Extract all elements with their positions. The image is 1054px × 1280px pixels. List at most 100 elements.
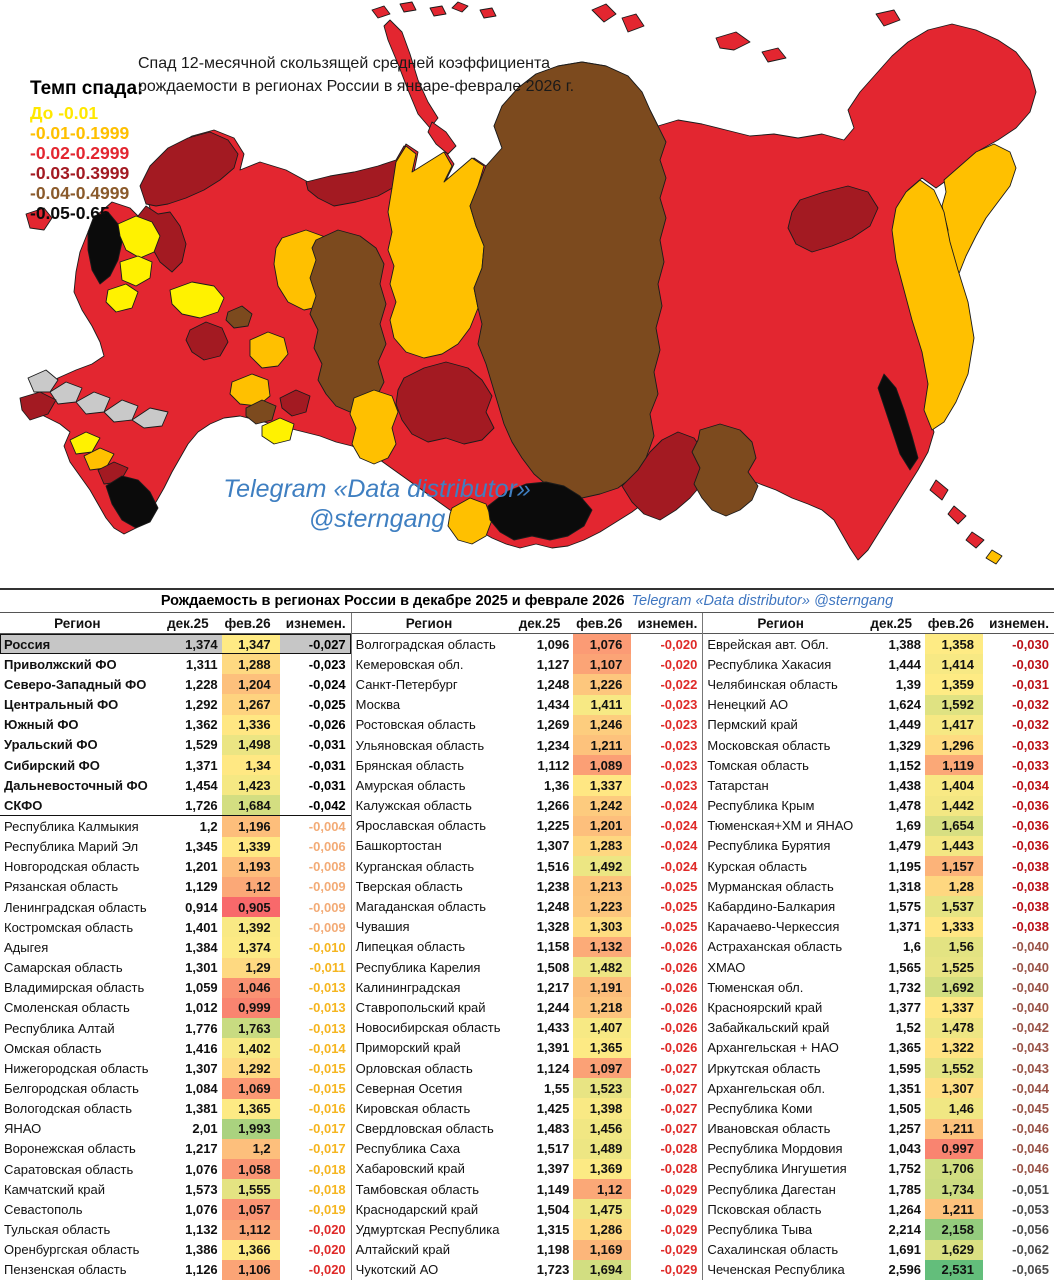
feb26-value-cell: 1,417 bbox=[925, 714, 984, 735]
table-row: Ставропольский край 1,244 1,218 -0,026 bbox=[352, 997, 703, 1018]
map-region-shape bbox=[279, 389, 311, 417]
feb26-value-cell: 1,46 bbox=[925, 1098, 984, 1119]
dec25-value-cell: 1,36 bbox=[544, 777, 570, 793]
feb26-value-cell: 1,443 bbox=[925, 835, 984, 857]
change-value-cell: -0,040 bbox=[1012, 999, 1050, 1015]
region-name-cell: Брянская область bbox=[355, 757, 464, 773]
map-region-shape bbox=[349, 389, 399, 465]
table-row: Ненецкий АО 1,624 1,592 -0,032 bbox=[703, 694, 1054, 715]
region-name-cell: Нижегородская область bbox=[4, 1060, 149, 1076]
region-name-cell: Ленинградская область bbox=[4, 899, 147, 915]
change-value-cell: -0,056 bbox=[1012, 1222, 1050, 1238]
feb26-value-cell: 1,069 bbox=[221, 1078, 280, 1099]
table-row: Ленинградская область 0,914 0,905 -0,009 bbox=[0, 897, 351, 918]
legend-item: -0.03-0.3999 bbox=[30, 163, 130, 183]
table-row: Астраханская область 1,6 1,56 -0,040 bbox=[703, 936, 1054, 957]
change-value-cell: -0,031 bbox=[308, 777, 346, 793]
feb26-value-cell: 1,56 bbox=[925, 936, 984, 957]
dec25-value-cell: 1,691 bbox=[888, 1242, 922, 1258]
table-row: Алтайский край 1,198 1,169 -0,029 bbox=[352, 1239, 703, 1260]
feb26-value-cell: 1,303 bbox=[573, 916, 632, 937]
change-value-cell: -0,020 bbox=[308, 1242, 346, 1258]
change-value-cell: -0,046 bbox=[1012, 1121, 1050, 1137]
feb26-value-cell: 1,157 bbox=[925, 856, 984, 877]
dec25-value-cell: 1,217 bbox=[185, 1141, 218, 1157]
dec25-value-cell: 1,238 bbox=[536, 878, 570, 894]
dec25-value-cell: 2,214 bbox=[888, 1222, 922, 1238]
dec25-value-cell: 1,084 bbox=[185, 1081, 218, 1097]
region-name-cell: Орловская область bbox=[355, 1060, 473, 1076]
region-name-cell: Архангельская обл. bbox=[707, 1080, 826, 1096]
dec25-value-cell: 1,329 bbox=[888, 737, 922, 753]
change-value-cell: -0,014 bbox=[308, 1040, 346, 1056]
table-row: Приволжский ФО 1,311 1,288 -0,023 bbox=[0, 654, 351, 675]
region-name-cell: Приморский край bbox=[355, 1040, 461, 1056]
map-region-shape bbox=[877, 373, 919, 471]
feb26-value-cell: 1,489 bbox=[573, 1138, 632, 1159]
dec25-value-cell: 2,596 bbox=[888, 1262, 922, 1278]
table-row: Республика Коми 1,505 1,46 -0,045 bbox=[703, 1098, 1054, 1119]
dec25-value-cell: 1,266 bbox=[536, 798, 570, 814]
dec25-value-cell: 1,244 bbox=[536, 999, 570, 1015]
table-row: Рязанская область 1,129 1,12 -0,009 bbox=[0, 876, 351, 898]
map-region-shape bbox=[245, 399, 277, 425]
feb26-value-cell: 1,423 bbox=[221, 775, 280, 796]
region-name-cell: Тюменская+ХМ и ЯНАО bbox=[707, 818, 854, 834]
region-name-cell: Рязанская область bbox=[4, 879, 119, 895]
dec25-value-cell: 1,573 bbox=[185, 1181, 218, 1197]
table-row: Томская область 1,152 1,119 -0,033 bbox=[703, 755, 1054, 776]
map-region-shape bbox=[487, 481, 593, 541]
change-value-cell: -0,042 bbox=[308, 797, 346, 813]
change-value-cell: -0,023 bbox=[660, 757, 698, 773]
map-region-shape bbox=[105, 475, 159, 529]
change-value-cell: -0,024 bbox=[660, 798, 698, 814]
dec25-value-cell: 1,508 bbox=[536, 959, 570, 975]
feb26-value-cell: 1,058 bbox=[221, 1159, 280, 1180]
change-value-cell: -0,023 bbox=[308, 656, 346, 672]
table-row: Республика Марий Эл 1,345 1,339 -0,006 bbox=[0, 836, 351, 857]
map-region-shape bbox=[69, 431, 101, 455]
dec25-value-cell: 0,914 bbox=[185, 899, 218, 915]
column-header-feb: фев.26 bbox=[927, 615, 975, 631]
region-name-cell: Республика Ингушетия bbox=[707, 1161, 847, 1177]
dec25-value-cell: 1,043 bbox=[888, 1141, 922, 1157]
region-name-cell: Московская область bbox=[707, 737, 831, 753]
map-region-shape bbox=[87, 211, 123, 285]
table-group-1: Регион дек.25 фев.26 изнемен. Россия 1,374 1,3… bbox=[0, 613, 352, 1280]
change-value-cell: -0,032 bbox=[1012, 697, 1050, 713]
change-value-cell: -0,008 bbox=[308, 859, 346, 875]
change-value-cell: -0,026 bbox=[660, 1020, 698, 1036]
change-value-cell: -0,036 bbox=[1012, 818, 1050, 834]
table-row: Республика Крым 1,478 1,442 -0,036 bbox=[703, 795, 1054, 816]
map-watermark: Telegram «Data distributor» @sterngang bbox=[210, 474, 544, 534]
change-value-cell: -0,042 bbox=[1012, 1020, 1050, 1036]
table-row: Курская область 1,195 1,157 -0,038 bbox=[703, 856, 1054, 877]
feb26-value-cell: 1,283 bbox=[573, 835, 632, 857]
table-row: Санкт-Петербург 1,248 1,226 -0,022 bbox=[352, 674, 703, 695]
feb26-value-cell: 1,132 bbox=[573, 936, 632, 957]
table-row: Севастополь 1,076 1,057 -0,019 bbox=[0, 1199, 351, 1220]
dec25-value-cell: 1,449 bbox=[888, 717, 922, 733]
dec25-value-cell: 1,624 bbox=[888, 697, 922, 713]
region-name-cell: Белгородская область bbox=[4, 1081, 139, 1097]
map-region-shape bbox=[169, 281, 225, 319]
region-name-cell: Республика Алтай bbox=[4, 1020, 115, 1036]
region-name-cell: Тамбовская область bbox=[355, 1181, 479, 1197]
change-value-cell: -0,019 bbox=[308, 1201, 346, 1217]
table-row: Уральский ФО 1,529 1,498 -0,031 bbox=[0, 734, 351, 755]
table-row: Свердловская область 1,483 1,456 -0,027 bbox=[352, 1118, 703, 1139]
dec25-value-cell: 1,433 bbox=[536, 1020, 570, 1036]
feb26-value-cell: 1,322 bbox=[925, 1037, 984, 1058]
change-value-cell: -0,031 bbox=[308, 757, 346, 773]
map-region-shape bbox=[591, 3, 617, 23]
change-value-cell: -0,025 bbox=[660, 899, 698, 915]
feb26-value-cell: 0,905 bbox=[221, 897, 280, 918]
region-name-cell: Республика Марий Эл bbox=[4, 839, 139, 855]
region-name-cell: Республика Хакасия bbox=[707, 656, 832, 672]
feb26-value-cell: 2,531 bbox=[925, 1259, 984, 1280]
map-region-shape bbox=[387, 145, 485, 359]
change-value-cell: -0,034 bbox=[1012, 777, 1050, 793]
region-name-cell: Астраханская область bbox=[707, 939, 843, 955]
change-value-cell: -0,029 bbox=[660, 1222, 698, 1238]
column-header-chg: изнемен. bbox=[285, 615, 346, 631]
